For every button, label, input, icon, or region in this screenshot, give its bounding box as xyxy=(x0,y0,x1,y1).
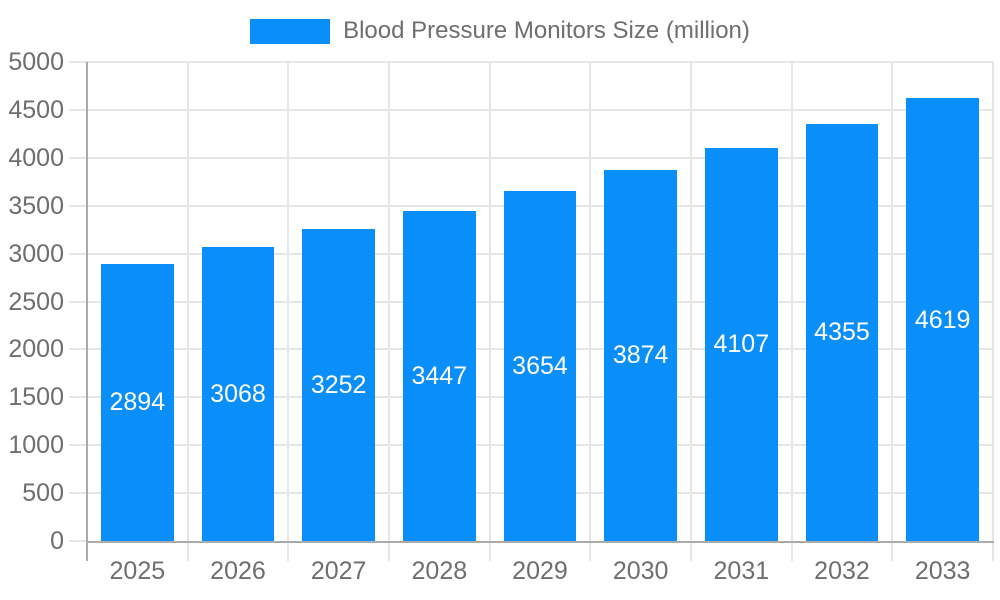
y-axis-label: 1000 xyxy=(8,431,64,460)
bar[interactable]: 2894 xyxy=(101,263,174,541)
x-gridline xyxy=(287,62,290,541)
x-axis-label: 2030 xyxy=(612,557,669,585)
bar-value-label: 3874 xyxy=(612,341,669,370)
y-axis-label: 500 xyxy=(22,479,64,508)
x-axis-tick xyxy=(86,543,88,561)
x-axis-label: 2029 xyxy=(512,557,568,585)
x-axis-label: 2032 xyxy=(814,557,870,585)
bar[interactable]: 3874 xyxy=(604,169,677,541)
x-axis-tick xyxy=(388,543,390,561)
x-axis-tick xyxy=(488,543,491,561)
x-axis-tick xyxy=(186,543,189,561)
y-axis-tick xyxy=(69,300,87,303)
x-gridline xyxy=(992,62,994,541)
bar[interactable]: 3068 xyxy=(201,247,275,541)
y-gridline xyxy=(87,156,993,159)
y-axis-tick xyxy=(69,396,87,399)
bar[interactable]: 4619 xyxy=(906,98,979,541)
y-axis-tick xyxy=(69,540,87,542)
y-axis-tick xyxy=(69,348,87,351)
x-axis-tick xyxy=(891,543,894,561)
x-gridline xyxy=(388,62,390,541)
x-gridline xyxy=(589,62,592,541)
x-axis-label: 2027 xyxy=(310,557,367,585)
bar[interactable]: 3447 xyxy=(403,210,476,541)
bar-value-label: 4619 xyxy=(914,305,971,334)
y-axis-label: 5000 xyxy=(8,48,64,76)
y-axis-tick xyxy=(69,444,87,447)
x-gridline xyxy=(790,62,793,541)
bar-value-label: 3252 xyxy=(310,371,367,400)
legend: Blood Pressure Monitors Size (million) xyxy=(0,17,1000,45)
y-axis-label: 0 xyxy=(50,527,64,555)
y-axis-tick xyxy=(69,108,87,111)
bar-value-label: 4355 xyxy=(814,318,870,347)
x-axis-tick xyxy=(690,543,692,561)
bar-value-label: 4107 xyxy=(713,330,770,359)
y-axis-tick xyxy=(69,492,87,495)
x-gridline xyxy=(186,62,189,541)
x-gridline xyxy=(690,62,692,541)
y-axis-label: 3500 xyxy=(8,191,64,220)
x-axis-tick xyxy=(992,543,994,561)
y-gridline xyxy=(87,108,993,111)
bar[interactable]: 3252 xyxy=(302,229,375,541)
y-axis-label: 4000 xyxy=(8,143,64,172)
y-axis-tick xyxy=(69,252,87,255)
x-gridline xyxy=(488,62,491,541)
x-axis-label: 2028 xyxy=(411,557,468,585)
legend-swatch xyxy=(250,18,331,44)
bar-value-label: 3447 xyxy=(411,361,468,390)
bar-value-label: 2894 xyxy=(109,388,166,417)
x-axis-line xyxy=(86,541,994,543)
x-axis-tick xyxy=(790,543,793,561)
x-axis-tick xyxy=(287,543,290,561)
y-gridline xyxy=(87,61,993,63)
bar[interactable]: 4107 xyxy=(705,147,778,541)
y-axis-tick xyxy=(69,61,87,63)
x-axis-label: 2026 xyxy=(210,557,266,585)
x-axis-label: 2033 xyxy=(914,557,971,585)
y-axis-tick xyxy=(69,204,87,207)
y-axis-label: 2000 xyxy=(8,335,64,364)
bar-value-label: 3068 xyxy=(210,380,266,409)
x-gridline xyxy=(891,62,894,541)
x-axis-tick xyxy=(589,543,592,561)
legend-item[interactable]: Blood Pressure Monitors Size (million) xyxy=(250,17,750,45)
y-axis-line xyxy=(86,62,88,543)
y-axis-label: 1500 xyxy=(8,383,64,412)
y-axis-label: 2500 xyxy=(8,287,64,316)
y-axis-label: 3000 xyxy=(8,239,64,268)
bar[interactable]: 3654 xyxy=(503,190,577,541)
legend-label: Blood Pressure Monitors Size (million) xyxy=(343,17,750,44)
y-axis-label: 4500 xyxy=(8,95,64,124)
x-axis-label: 2025 xyxy=(109,557,166,585)
bar-value-label: 3654 xyxy=(512,351,568,380)
bar[interactable]: 4355 xyxy=(805,123,879,541)
x-axis-label: 2031 xyxy=(713,557,770,585)
y-axis-tick xyxy=(69,156,87,159)
